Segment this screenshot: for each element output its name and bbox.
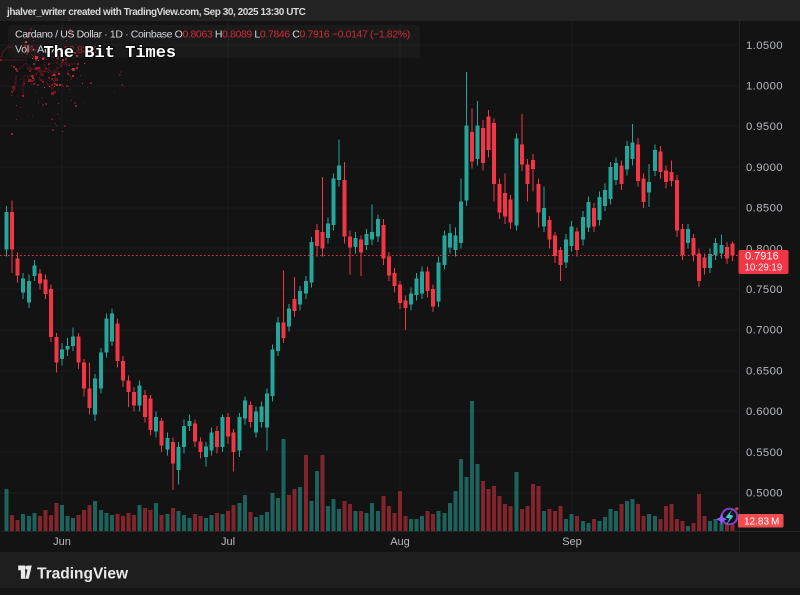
svg-text:12.83 M: 12.83 M (744, 517, 779, 528)
svg-text:0.5500: 0.5500 (746, 447, 783, 459)
svg-text:0.8500: 0.8500 (746, 203, 783, 215)
svg-text:Vol · ADA: Vol · ADA (15, 44, 58, 56)
svg-text:The Bit Times: The Bit Times (44, 44, 177, 63)
svg-text:1.0500: 1.0500 (746, 40, 783, 52)
svg-text:Cardano / US Dollar · 1D · Coi: Cardano / US Dollar · 1D · Coinbase O0.8… (15, 29, 410, 41)
svg-text:1.0000: 1.0000 (746, 81, 783, 93)
svg-text:0.6500: 0.6500 (746, 365, 783, 377)
svg-text:TradingView: TradingView (37, 565, 129, 582)
svg-text:0.6000: 0.6000 (746, 406, 783, 418)
svg-text:0.7916: 0.7916 (745, 251, 779, 263)
svg-text:0.7500: 0.7500 (746, 284, 783, 296)
svg-text:Jul: Jul (221, 536, 235, 548)
svg-text:12.83M: 12.83M (63, 44, 97, 56)
svg-text:0.9000: 0.9000 (746, 162, 783, 174)
svg-text:0.5000: 0.5000 (746, 488, 783, 500)
svg-text:jhalver_writer created with Tr: jhalver_writer created with TradingView.… (6, 7, 306, 18)
svg-text:Aug: Aug (390, 536, 410, 548)
svg-text:0.7000: 0.7000 (746, 325, 783, 337)
svg-text:Jun: Jun (53, 536, 71, 548)
svg-text:0.9500: 0.9500 (746, 121, 783, 133)
svg-text:10:29:19: 10:29:19 (745, 263, 783, 274)
svg-text:Sep: Sep (562, 536, 582, 548)
